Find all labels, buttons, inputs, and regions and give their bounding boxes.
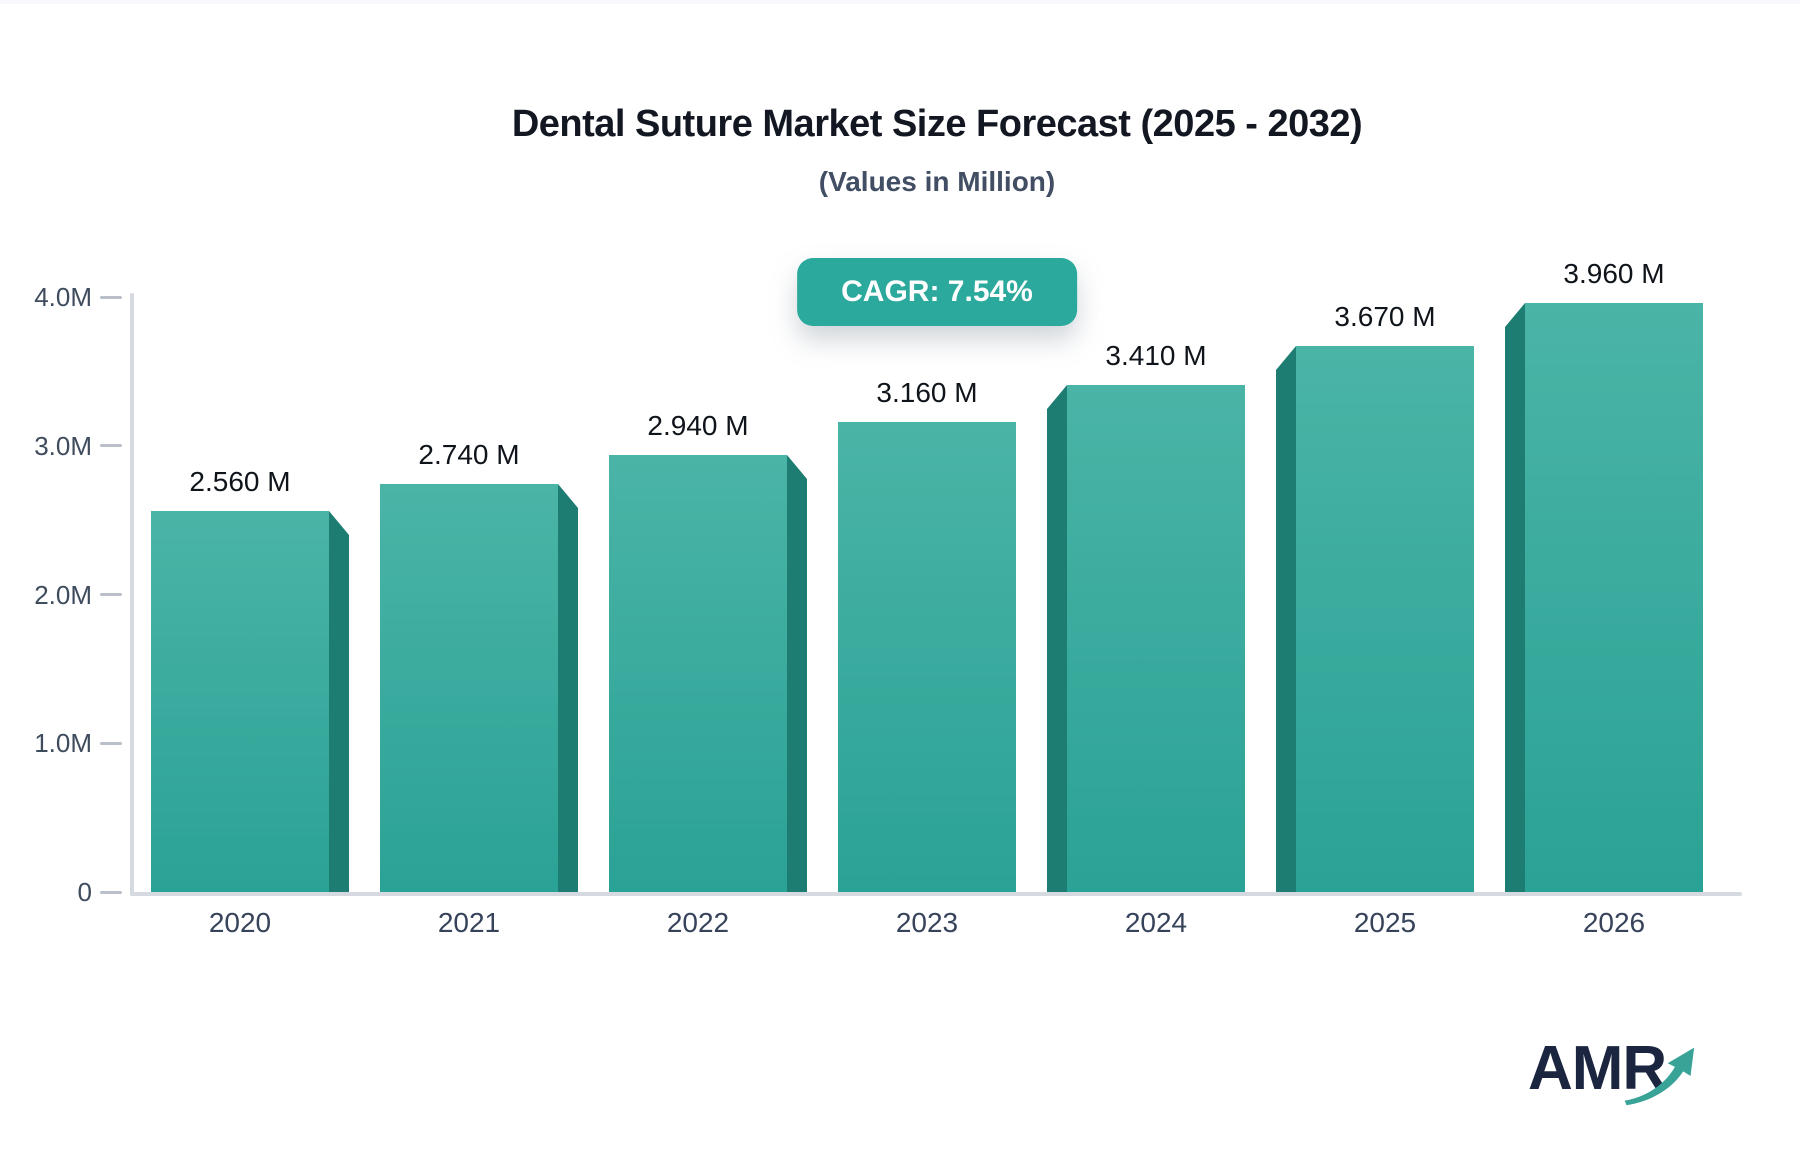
amr-logo-text: AMR <box>1528 1034 1667 1103</box>
y-tick-mark <box>100 444 122 448</box>
cagr-badge-label: CAGR: 7.54% <box>841 275 1033 308</box>
bar-value-label-2024: 3.410 M <box>1105 340 1207 371</box>
x-axis-label-2025: 2025 <box>1353 907 1417 938</box>
bar-side-3d-2025 <box>1276 346 1296 892</box>
x-axis-line <box>130 892 1742 896</box>
y-tick-mark <box>100 593 122 596</box>
trend-up-arrow-icon <box>1624 1047 1695 1106</box>
y-tick-label: 4.0M <box>34 282 92 312</box>
bar-side-3d-2021 <box>558 484 578 892</box>
x-axis-label-2022: 2022 <box>666 907 730 938</box>
page-title: Dental Suture Market Size Forecast (2025… <box>511 103 1363 145</box>
y-tick-mark <box>100 295 122 299</box>
bar-side-3d-2020 <box>329 511 349 892</box>
x-axis-label-2021: 2021 <box>437 907 501 938</box>
bar-value-label-2022: 2.940 M <box>647 410 749 441</box>
y-tick-mark <box>100 741 122 745</box>
bar-2025 <box>1296 346 1474 892</box>
x-axis-label-2024: 2024 <box>1124 907 1188 938</box>
y-tick-label: 2.0M <box>34 579 92 610</box>
y-axis-line <box>130 293 134 896</box>
bar-2020 <box>151 511 329 892</box>
bar-value-label-2021: 2.740 M <box>418 439 520 470</box>
page-subtitle: (Values in Million) <box>818 166 1056 197</box>
amr-logo: AMR <box>1528 1036 1748 1126</box>
x-axis-label-2020: 2020 <box>208 907 272 938</box>
y-tick-label: 0 <box>77 877 92 907</box>
bar-value-label-2026: 3.960 M <box>1563 258 1665 289</box>
y-tick-label: 1.0M <box>34 728 92 759</box>
cagr-badge: CAGR: 7.54% <box>797 258 1077 326</box>
bar-value-label-2020: 2.560 M <box>189 466 291 497</box>
bar-side-3d-2024 <box>1047 385 1067 892</box>
bar-side-3d-2022 <box>787 455 807 892</box>
bar-2021 <box>380 484 558 892</box>
x-axis-label-2023: 2023 <box>895 907 959 938</box>
bar-2022 <box>609 455 787 892</box>
bar-value-label-2025: 3.670 M <box>1334 301 1436 332</box>
y-tick-label: 3.0M <box>34 430 92 461</box>
bar-2023 <box>838 422 1016 892</box>
y-tick-mark <box>100 890 122 894</box>
bar-2026 <box>1525 303 1703 892</box>
x-axis-label-2026: 2026 <box>1582 907 1646 938</box>
bar-2024 <box>1067 385 1245 892</box>
bar-value-label-2023: 3.160 M <box>876 377 978 408</box>
bar-side-3d-2026 <box>1505 303 1525 892</box>
